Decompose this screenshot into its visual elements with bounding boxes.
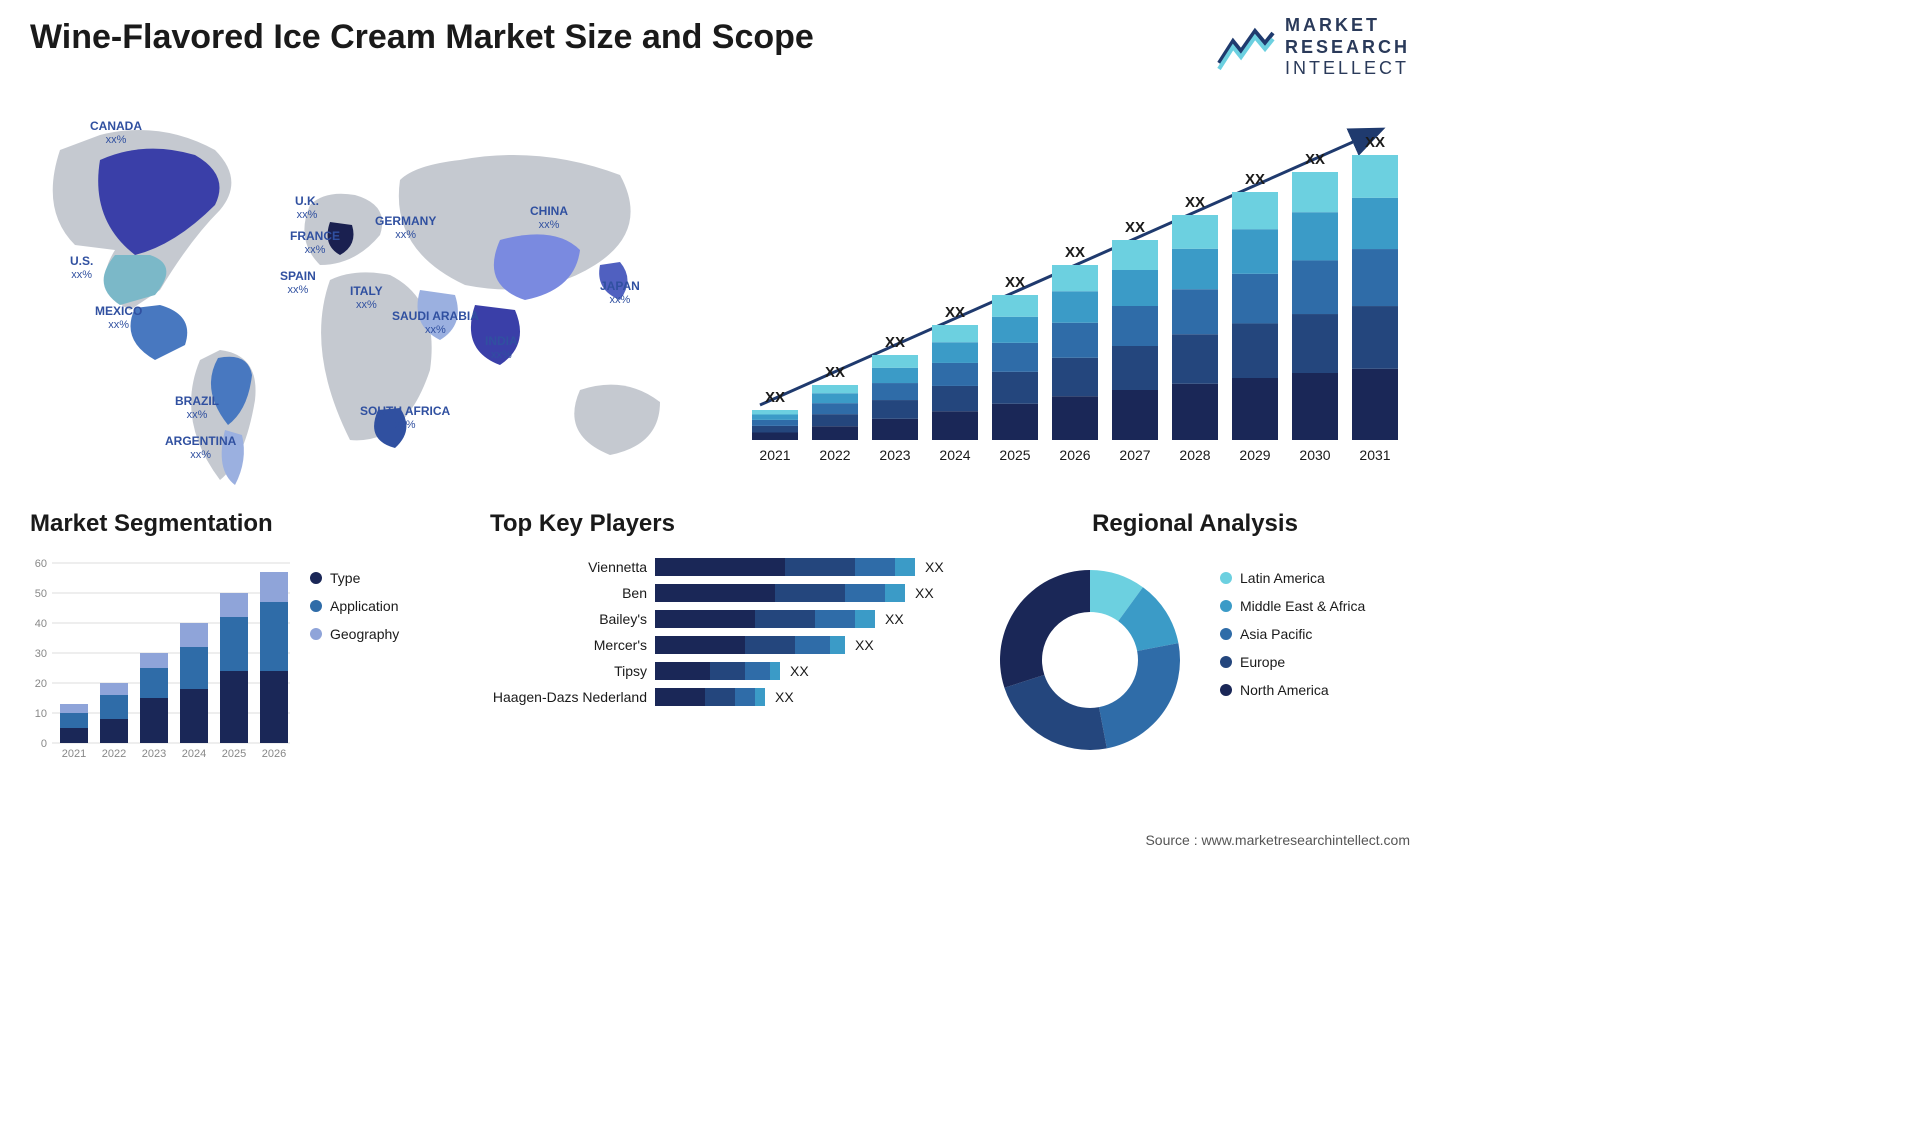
svg-text:2030: 2030 [1299, 447, 1330, 463]
logo-icon [1217, 23, 1275, 71]
legend-item: Geography [310, 626, 399, 642]
svg-text:XX: XX [885, 334, 905, 351]
legend-item: Middle East & Africa [1220, 598, 1365, 614]
svg-text:XX: XX [765, 389, 785, 406]
svg-text:2025: 2025 [222, 748, 246, 760]
svg-text:XX: XX [1305, 151, 1325, 168]
svg-text:2025: 2025 [999, 447, 1030, 463]
svg-text:0: 0 [41, 738, 47, 750]
growth-chart: XX 2021 XX 2022 XX 2023 XX 2024 XX 2025 XX 2026 XX 20… [740, 95, 1410, 475]
svg-text:2021: 2021 [62, 748, 86, 760]
regional-section: Regional Analysis Latin AmericaMiddle Ea… [980, 510, 1410, 538]
brand-logo: MARKET RESEARCH INTELLECT [1217, 15, 1410, 80]
svg-text:2026: 2026 [1059, 447, 1090, 463]
players-chart: ViennettaXX BenXX Bailey'sXX Mercer'sXX Tips… [490, 558, 960, 706]
map-label: SOUTH AFRICAxx% [360, 405, 450, 431]
player-row: ViennettaXX [490, 558, 960, 576]
svg-text:60: 60 [35, 558, 47, 570]
players-title: Top Key Players [490, 510, 960, 538]
svg-text:XX: XX [1005, 274, 1025, 291]
svg-text:2031: 2031 [1359, 447, 1390, 463]
svg-text:50: 50 [35, 588, 47, 600]
legend-item: Asia Pacific [1220, 626, 1365, 642]
players-section: Top Key Players ViennettaXX BenXX Bailey's… [490, 510, 960, 714]
map-label: ITALYxx% [350, 285, 383, 311]
svg-text:2023: 2023 [142, 748, 166, 760]
map-label: SPAINxx% [280, 270, 316, 296]
logo-text: MARKET RESEARCH INTELLECT [1285, 15, 1410, 80]
player-row: BenXX [490, 584, 960, 602]
source-text: Source : www.marketresearchintellect.com [1145, 832, 1410, 848]
svg-text:2029: 2029 [1239, 447, 1270, 463]
svg-text:30: 30 [35, 648, 47, 660]
map-label: INDIAxx% [485, 335, 518, 361]
regional-legend: Latin America Middle East & Africa Asia Pa… [1220, 570, 1365, 710]
svg-text:10: 10 [35, 708, 47, 720]
map-label: SAUDI ARABIAxx% [392, 310, 479, 336]
player-row: Haagen-Dazs NederlandXX [490, 688, 960, 706]
svg-text:2021: 2021 [759, 447, 790, 463]
svg-text:XX: XX [1065, 244, 1085, 261]
map-label: U.S.xx% [70, 255, 93, 281]
svg-text:XX: XX [825, 364, 845, 381]
legend-item: Latin America [1220, 570, 1365, 586]
segmentation-legend: Type Application Geography [310, 570, 399, 654]
svg-text:2024: 2024 [939, 447, 970, 463]
donut-chart [990, 560, 1190, 760]
svg-text:20: 20 [35, 678, 47, 690]
svg-text:2023: 2023 [879, 447, 910, 463]
regional-title: Regional Analysis [980, 510, 1410, 538]
map-label: FRANCExx% [290, 230, 340, 256]
map-label: CANADAxx% [90, 120, 142, 146]
svg-text:XX: XX [1185, 194, 1205, 211]
svg-text:2022: 2022 [819, 447, 850, 463]
map-label: U.K.xx% [295, 195, 319, 221]
donut-wrap [990, 560, 1190, 765]
legend-item: Europe [1220, 654, 1365, 670]
legend-item: Application [310, 598, 399, 614]
map-label: BRAZILxx% [175, 395, 219, 421]
svg-text:XX: XX [945, 304, 965, 321]
legend-item: North America [1220, 682, 1365, 698]
segmentation-title: Market Segmentation [30, 510, 460, 538]
svg-text:40: 40 [35, 618, 47, 630]
svg-text:XX: XX [1365, 134, 1385, 151]
svg-text:XX: XX [1125, 219, 1145, 236]
svg-text:2024: 2024 [182, 748, 206, 760]
growth-chart-svg: XX 2021 XX 2022 XX 2023 XX 2024 XX 2025 XX 2026 XX 20… [740, 95, 1410, 475]
map-label: JAPANxx% [600, 280, 640, 306]
svg-text:2026: 2026 [262, 748, 286, 760]
map-label: CHINAxx% [530, 205, 568, 231]
map-label: ARGENTINAxx% [165, 435, 236, 461]
segmentation-chart: 0 10 20 30 40 50 60 2021 2022 2023 2024 2025 2026 [30, 553, 290, 773]
world-map: CANADAxx% U.S.xx% MEXICOxx% BRAZILxx% ARGENT… [20, 90, 710, 490]
player-row: Mercer'sXX [490, 636, 960, 654]
player-row: Bailey'sXX [490, 610, 960, 628]
page-title: Wine-Flavored Ice Cream Market Size and … [30, 18, 814, 57]
svg-text:2022: 2022 [102, 748, 126, 760]
map-label: GERMANYxx% [375, 215, 436, 241]
svg-text:2028: 2028 [1179, 447, 1210, 463]
svg-text:XX: XX [1245, 171, 1265, 188]
segmentation-section: Market Segmentation 0 10 20 30 40 50 60 2021 202… [30, 510, 460, 778]
legend-item: Type [310, 570, 399, 586]
map-label: MEXICOxx% [95, 305, 142, 331]
svg-text:2027: 2027 [1119, 447, 1150, 463]
player-row: TipsyXX [490, 662, 960, 680]
